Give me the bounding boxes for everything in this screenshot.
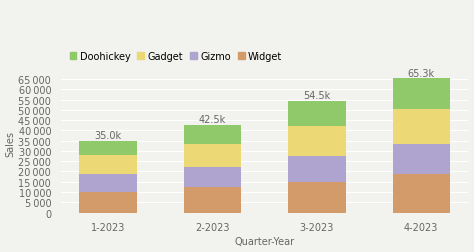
- Bar: [80, 141, 137, 155]
- Bar: [80, 174, 137, 192]
- Text: 42.5k: 42.5k: [199, 115, 226, 125]
- Bar: [288, 182, 346, 213]
- Bar: [184, 168, 241, 187]
- Bar: [184, 187, 241, 213]
- Bar: [184, 144, 241, 168]
- Text: 65.3k: 65.3k: [408, 68, 435, 78]
- Bar: [80, 192, 137, 213]
- Bar: [288, 156, 346, 182]
- Legend: Doohickey, Gadget, Gizmo, Widget: Doohickey, Gadget, Gizmo, Widget: [66, 48, 286, 66]
- Bar: [80, 155, 137, 174]
- Bar: [392, 110, 450, 144]
- Y-axis label: Sales: Sales: [6, 130, 16, 156]
- Text: 35.0k: 35.0k: [95, 130, 122, 140]
- Bar: [392, 79, 450, 110]
- Bar: [392, 174, 450, 213]
- Text: 54.5k: 54.5k: [303, 90, 330, 100]
- Bar: [288, 127, 346, 156]
- Bar: [392, 144, 450, 174]
- Bar: [288, 101, 346, 127]
- Bar: [184, 126, 241, 144]
- X-axis label: Quarter-Year: Quarter-Year: [235, 237, 295, 246]
